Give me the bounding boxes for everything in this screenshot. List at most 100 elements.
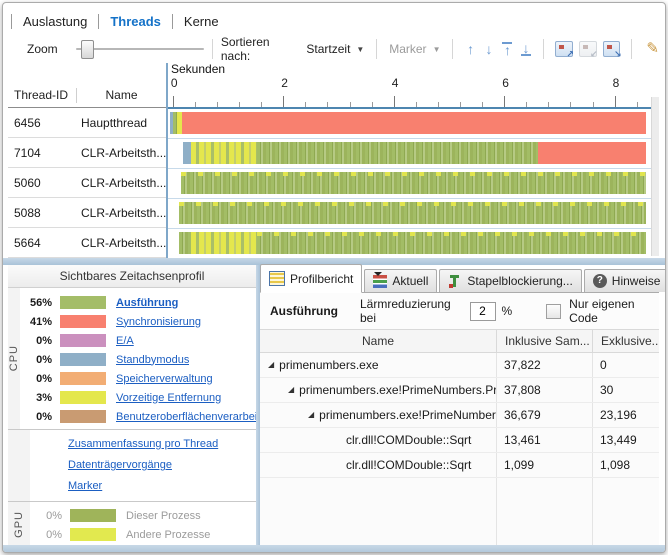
timeline-segment-exec[interactable] bbox=[178, 232, 191, 254]
major-tick bbox=[393, 96, 395, 107]
table-row[interactable]: ◢ primenumbers.exe!PrimeNumbers... 36,679 2… bbox=[260, 403, 659, 428]
thread-timeline-row[interactable] bbox=[168, 139, 651, 169]
timeline-segment-sync[interactable] bbox=[537, 142, 646, 164]
arrow-up-icon: ↑ bbox=[503, 42, 511, 58]
thread-row[interactable]: 5060 CLR-Arbeitsth... bbox=[8, 168, 166, 198]
view-tab-kerne[interactable]: Kerne bbox=[183, 13, 219, 29]
timeline-segment-standby[interactable] bbox=[183, 142, 191, 164]
move-thread-top-button[interactable]: ↑ bbox=[498, 38, 516, 60]
legend-link-vorzeitige-entfernung[interactable]: Vorzeitige Entfernung bbox=[116, 391, 222, 404]
timeline-scrollbar[interactable] bbox=[651, 97, 659, 256]
legend-percentage: 41% bbox=[29, 315, 52, 328]
name-header[interactable]: Name bbox=[260, 330, 497, 352]
zoom-slider-track[interactable] bbox=[75, 48, 204, 50]
zoom-in-selection-button[interactable]: ↗ bbox=[555, 41, 574, 59]
minor-tick bbox=[217, 102, 218, 107]
exclusive-samples-header[interactable]: Exklusive... bbox=[601, 334, 659, 348]
table-row[interactable]: clr.dll!COMDouble::Sqrt 1,099 1,098 bbox=[260, 453, 659, 478]
report-tab-profilbericht[interactable]: Profilbericht bbox=[260, 264, 363, 293]
report-tab-stapelblockierung[interactable]: Stapelblockierung... bbox=[439, 269, 582, 292]
bottom-splitter[interactable] bbox=[3, 545, 665, 552]
legend-swatch bbox=[60, 296, 106, 309]
thread-timeline-row[interactable] bbox=[168, 109, 651, 139]
move-thread-down-button[interactable]: ↓ bbox=[480, 38, 498, 60]
toolbar-divider bbox=[212, 39, 213, 59]
marker-pen-icon[interactable]: ✎ bbox=[646, 40, 659, 57]
report-link-zusammenfassung-pro-thread[interactable]: Zusammenfassung pro Thread bbox=[68, 438, 219, 450]
view-tab-auslastung[interactable]: Auslastung bbox=[23, 13, 88, 29]
links-section: Zusammenfassung pro Thread Datenträgervor… bbox=[8, 429, 256, 501]
legend-swatch bbox=[60, 372, 106, 385]
legend-link-ausführung[interactable]: Ausführung bbox=[116, 296, 179, 309]
report-tab-label: Profilbericht bbox=[290, 271, 354, 286]
time-tick-label: 8 bbox=[612, 76, 620, 90]
thread-row[interactable]: 6456 Hauptthread bbox=[8, 108, 166, 138]
table-row[interactable]: clr.dll!COMDouble::Sqrt 13,461 13,449 bbox=[260, 428, 659, 453]
thread-row[interactable]: 5664 CLR-Arbeitsth... bbox=[8, 228, 166, 258]
thread-row[interactable]: 7104 CLR-Arbeitsth... bbox=[8, 138, 166, 168]
table-row[interactable]: ◢ primenumbers.exe 37,822 0 bbox=[260, 353, 659, 378]
report-link-marker[interactable]: Marker bbox=[68, 480, 103, 492]
thread-timeline-row[interactable] bbox=[168, 199, 651, 229]
legend-link-synchronisierung[interactable]: Synchronisierung bbox=[116, 315, 201, 328]
minor-tick bbox=[305, 102, 307, 107]
marker-dropdown[interactable]: Marker ▼ bbox=[385, 40, 444, 58]
zoom-label: Zoom bbox=[27, 42, 58, 56]
zoom-slider-thumb[interactable] bbox=[80, 40, 94, 59]
minor-tick bbox=[592, 102, 594, 107]
threads-view: Thread-ID Name 6456 Hauptthread 7104 CLR-Ar… bbox=[3, 62, 665, 259]
timeline-segment-exec[interactable] bbox=[173, 112, 177, 134]
thread-id: 5088 bbox=[14, 205, 41, 220]
call-tree-name-cell: clr.dll!COMDouble::Sqrt bbox=[260, 458, 496, 472]
minor-tick bbox=[239, 102, 241, 107]
zoom-out-button[interactable]: ↙ bbox=[578, 41, 598, 59]
thread-row[interactable]: 5088 CLR-Arbeitsth... bbox=[8, 198, 166, 228]
noise-threshold-input[interactable] bbox=[469, 301, 496, 321]
timeline-segment-preempt[interactable] bbox=[176, 112, 182, 134]
thread-timeline-row[interactable] bbox=[168, 169, 651, 199]
expand-triangle-icon[interactable]: ◢ bbox=[308, 410, 315, 419]
timeline-segment-sync[interactable] bbox=[182, 112, 646, 134]
name-column-header[interactable]: Name bbox=[105, 88, 138, 102]
expand-triangle-icon[interactable]: ◢ bbox=[268, 360, 275, 369]
timeline-segment-preempt[interactable] bbox=[190, 232, 257, 254]
report-tab-hinweise[interactable]: ? Hinweise bbox=[583, 269, 665, 292]
timeline-segment-execy[interactable] bbox=[180, 172, 646, 194]
major-tick bbox=[172, 96, 174, 107]
table-row[interactable]: ◢ primenumbers.exe!PrimeNumbers.Pr... 37,8… bbox=[260, 378, 659, 403]
exclusive-samples-cell: 0 bbox=[600, 358, 607, 372]
call-tree-name-cell: ◢ primenumbers.exe!PrimeNumbers.Pr... bbox=[260, 383, 496, 397]
report-link-datenträgervorgänge[interactable]: Datenträgervorgänge bbox=[68, 459, 172, 471]
legend-link-standbymodus[interactable]: Standbymodus bbox=[116, 353, 190, 366]
sort-dropdown[interactable]: Startzeit ▼ bbox=[302, 40, 368, 58]
own-code-checkbox[interactable] bbox=[546, 303, 562, 319]
timeline-segment-execy[interactable] bbox=[256, 232, 646, 254]
legend-link-e-a[interactable]: E/A bbox=[116, 334, 134, 347]
move-thread-up-button[interactable]: ↑ bbox=[461, 38, 479, 60]
column-divider[interactable] bbox=[76, 87, 77, 103]
timeline-segment-preempt[interactable] bbox=[190, 142, 257, 164]
timeline-segment-execy[interactable] bbox=[178, 202, 646, 224]
report-tab-label: Aktuell bbox=[392, 274, 429, 288]
thread-timeline-row[interactable] bbox=[168, 229, 651, 259]
reset-zoom-button[interactable]: ↘ bbox=[602, 41, 621, 59]
percent-sign: % bbox=[501, 304, 513, 318]
move-thread-bottom-button[interactable]: ↓ bbox=[517, 38, 535, 60]
report-tab-aktuell[interactable]: Aktuell bbox=[364, 269, 438, 292]
timeline-segment-exec[interactable] bbox=[256, 142, 538, 164]
timeline-segment-standby[interactable] bbox=[170, 112, 174, 134]
toolbar-divider bbox=[376, 39, 378, 59]
function-name: clr.dll!COMDouble::Sqrt bbox=[346, 433, 472, 447]
vertical-splitter[interactable] bbox=[256, 265, 260, 545]
horizontal-splitter[interactable] bbox=[3, 258, 665, 265]
zoom-slider[interactable] bbox=[75, 39, 204, 59]
inclusive-samples-header[interactable]: Inklusive Sam... bbox=[497, 330, 593, 352]
time-unit-label: Sekunden bbox=[171, 62, 226, 76]
blocking-icon bbox=[448, 274, 462, 288]
thread-id-column-header[interactable]: Thread-ID bbox=[14, 88, 69, 102]
view-tab-threads[interactable]: Threads bbox=[110, 13, 161, 29]
arrow-corner-icon: ↗ bbox=[566, 49, 574, 59]
legend-link-benutzeroberflächenverarbeitung[interactable]: Benutzeroberflächenverarbeitung bbox=[116, 410, 279, 423]
expand-triangle-icon[interactable]: ◢ bbox=[288, 385, 295, 394]
legend-link-speicherverwaltung[interactable]: Speicherverwaltung bbox=[116, 372, 213, 385]
